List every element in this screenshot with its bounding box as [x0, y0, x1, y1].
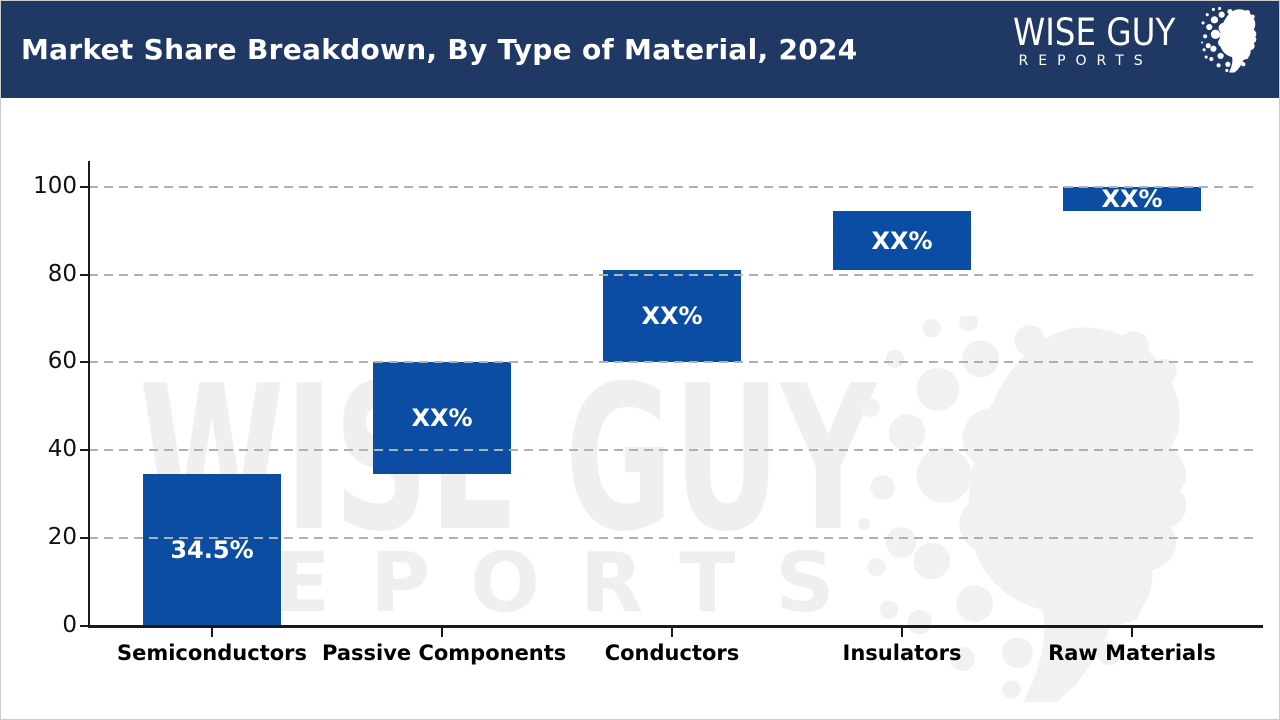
logo-reports-text: REPORTS [1018, 53, 1153, 69]
y-tick-label-80: 80 [47, 260, 77, 287]
bar-value-label: XX% [411, 404, 473, 433]
bar-passive-components: XX% [373, 362, 511, 475]
y-tick-label-100: 100 [33, 172, 77, 199]
wiseguy-head-icon [1201, 7, 1263, 75]
logo-name-text: WISE GUY [1012, 11, 1175, 54]
bar-value-label: XX% [1101, 184, 1163, 213]
bar-value-label: XX% [641, 302, 703, 331]
chart-area: WISE GUY REPORTS 0 20 40 60 80 100 34.5% Semico… [1, 98, 1279, 719]
x-category-label: Conductors [604, 641, 740, 665]
gridline-100 [89, 185, 1254, 188]
y-tick-label-40: 40 [47, 436, 77, 463]
y-tick-100 [80, 185, 89, 188]
y-tick-label-20: 20 [47, 524, 77, 551]
y-tick-40 [80, 449, 89, 452]
x-category-label: Raw Materials [1048, 641, 1216, 665]
bar-raw-materials: XX% [1063, 184, 1201, 213]
y-tick-label-60: 60 [47, 348, 77, 375]
gridline-20 [89, 537, 1254, 540]
x-category-label: Semiconductors [116, 641, 308, 665]
wiseguy-logo: WISE GUY REPORTS [1013, 7, 1263, 75]
header: Market Share Breakdown, By Type of Mater… [1, 1, 1279, 98]
bar-insulators: XX% [833, 210, 971, 271]
x-axis-line [88, 625, 1263, 628]
y-tick-80 [80, 273, 89, 276]
x-tick-4 [1131, 628, 1133, 637]
y-tick-0 [80, 625, 89, 627]
chart-title: Market Share Breakdown, By Type of Mater… [21, 33, 858, 66]
y-tick-60 [80, 361, 89, 364]
x-tick-3 [901, 628, 903, 637]
bar-conductors: XX% [603, 270, 741, 363]
gridline-40 [89, 449, 1254, 452]
bar-value-label: XX% [871, 226, 933, 255]
logo-text: WISE GUY REPORTS [1013, 14, 1197, 68]
gridline-80 [89, 273, 1254, 276]
x-tick-0 [211, 628, 213, 637]
gridline-60 [89, 361, 1254, 364]
bar-semiconductors: 34.5% [143, 474, 281, 626]
bar-value-label: 34.5% [170, 536, 254, 565]
y-tick-label-0: 0 [62, 612, 77, 638]
y-axis-line [88, 161, 90, 628]
y-tick-20 [80, 537, 89, 540]
x-category-label: Insulators [842, 641, 962, 665]
x-tick-1 [441, 628, 443, 637]
x-tick-2 [671, 628, 673, 637]
x-category-label: Passive Components [322, 641, 567, 665]
